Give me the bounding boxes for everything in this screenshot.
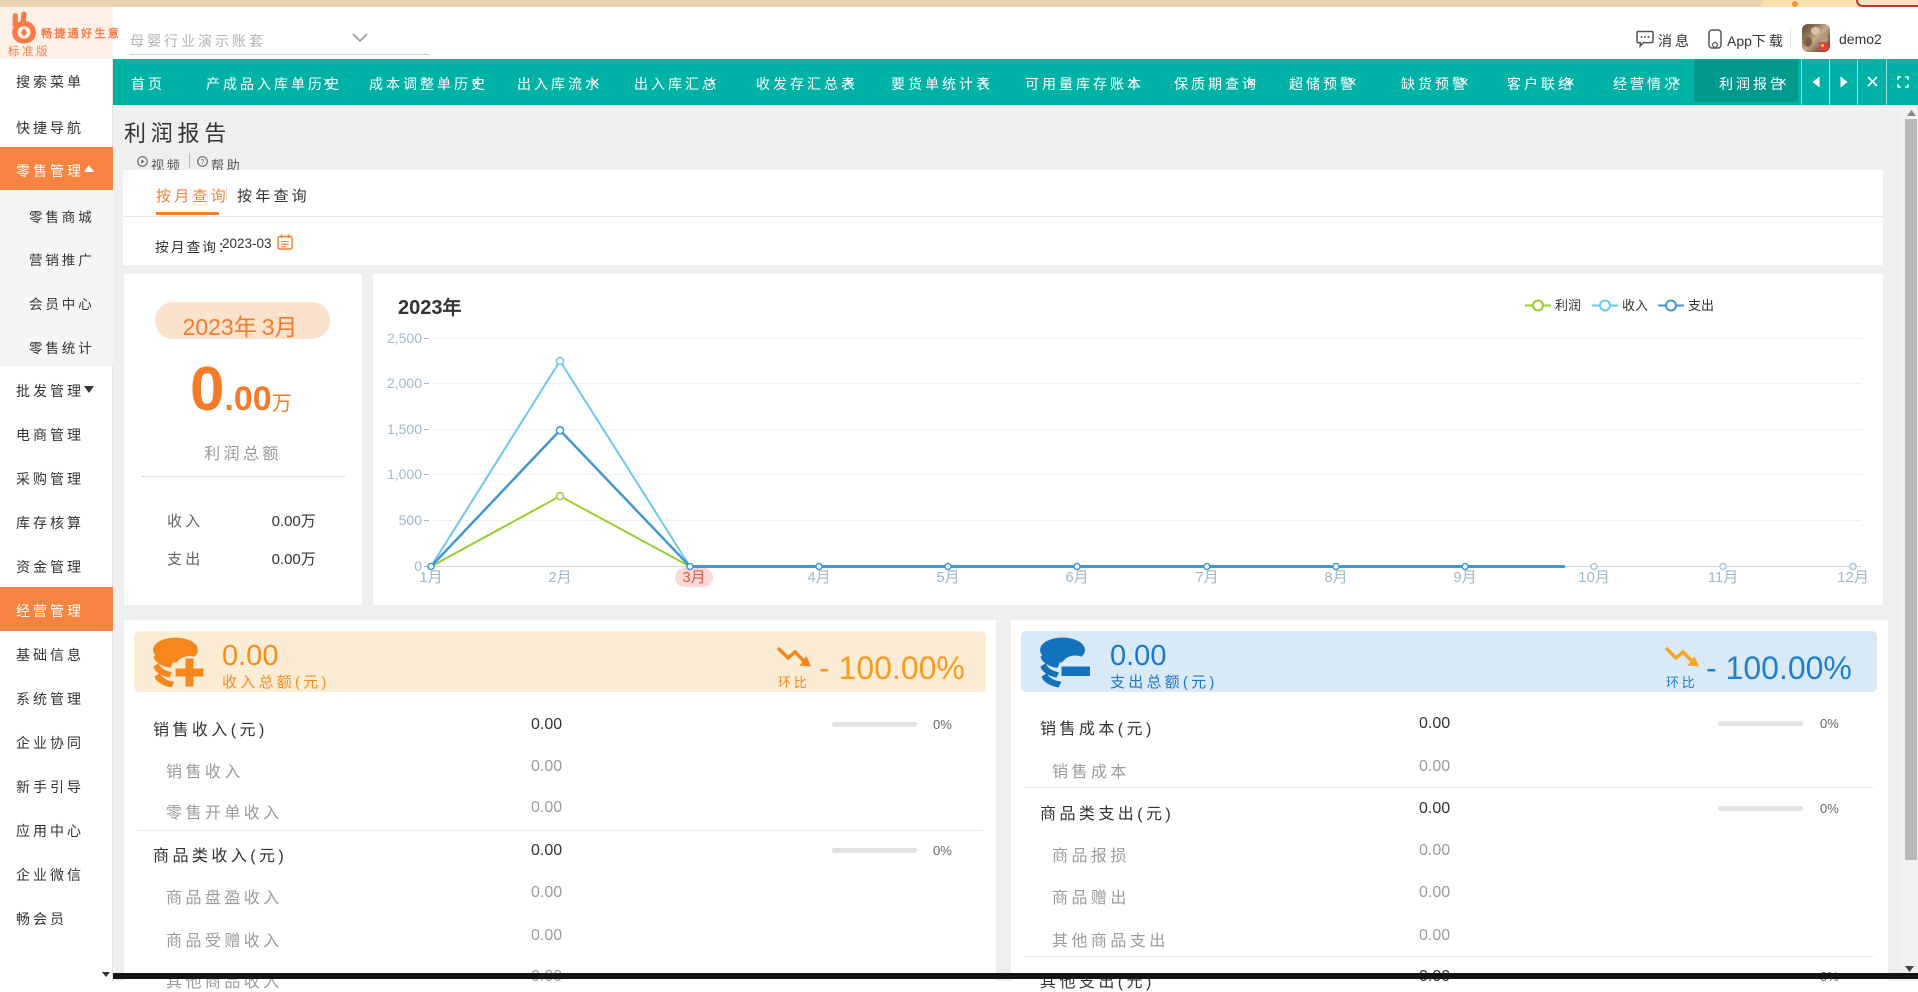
svg-text:9月: 9月 [1453, 569, 1476, 586]
svg-text:11月: 11月 [1708, 569, 1739, 586]
svg-text:0: 0 [414, 558, 422, 574]
svg-text:?: ? [201, 159, 205, 166]
svg-text:2月: 2月 [548, 569, 571, 586]
svg-text:利润: 利润 [1555, 298, 1581, 313]
svg-text:5月: 5月 [936, 569, 959, 586]
svg-text:2023年: 2023年 [398, 296, 462, 319]
svg-text:1,000: 1,000 [387, 466, 422, 482]
svg-text:500: 500 [399, 512, 423, 528]
svg-text:2,500: 2,500 [387, 330, 422, 346]
svg-text:1月: 1月 [419, 569, 442, 586]
svg-text:3月: 3月 [682, 569, 705, 586]
svg-text:收入: 收入 [1622, 298, 1648, 313]
svg-text:4月: 4月 [807, 569, 830, 586]
svg-text:6月: 6月 [1065, 569, 1088, 586]
svg-text:12月: 12月 [1837, 569, 1869, 586]
svg-text:2,000: 2,000 [387, 375, 422, 391]
svg-text:7月: 7月 [1195, 569, 1218, 586]
svg-text:支出: 支出 [1688, 298, 1714, 313]
svg-text:10月: 10月 [1578, 569, 1610, 586]
svg-text:8月: 8月 [1324, 569, 1347, 586]
svg-text:1,500: 1,500 [387, 421, 422, 437]
